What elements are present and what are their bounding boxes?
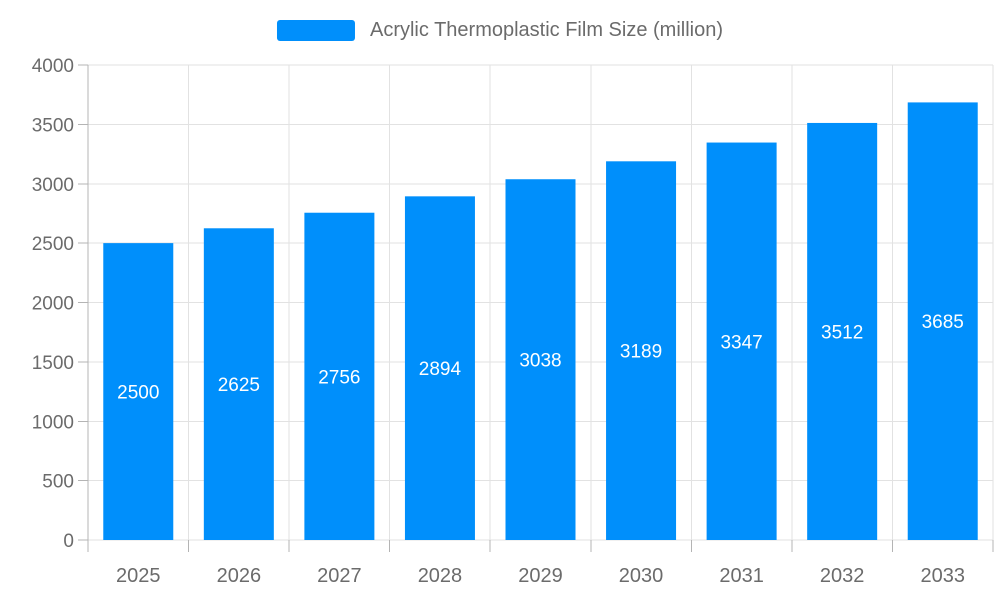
bar-value-label: 3038 [519, 351, 561, 372]
bar-value-label: 2500 [117, 383, 159, 404]
y-axis-tick-label: 3500 [32, 115, 74, 136]
y-axis-tick-label: 1500 [32, 353, 74, 374]
bar-2026[interactable] [203, 228, 274, 540]
x-axis-tick-label: 2033 [920, 565, 965, 587]
legend[interactable]: Acrylic Thermoplastic Film Size (million… [276, 19, 724, 42]
legend-label: Acrylic Thermoplastic Film Size (million… [369, 19, 724, 41]
bar-2028[interactable] [404, 196, 475, 540]
x-axis-tick-label: 2025 [116, 565, 161, 587]
y-axis-tick-label: 4000 [32, 56, 74, 77]
bar-value-label: 3189 [620, 342, 662, 363]
x-axis-tick-label: 2028 [418, 565, 463, 587]
y-axis-tick-label: 2500 [32, 234, 74, 255]
bar-value-label: 2894 [419, 359, 462, 380]
bar-value-label: 3685 [922, 312, 964, 333]
bar-2027[interactable] [304, 212, 375, 540]
bar-2030[interactable] [606, 161, 677, 540]
x-axis-tick-label: 2029 [518, 565, 563, 587]
y-axis-tick-label: 0 [63, 531, 74, 552]
y-axis-tick-label: 1000 [32, 412, 74, 433]
y-axis-tick-label: 2000 [32, 294, 74, 315]
bar-value-label: 3512 [821, 322, 863, 343]
x-axis-tick-label: 2030 [619, 565, 664, 587]
bar-2033[interactable] [907, 102, 978, 540]
bar-value-label: 3347 [720, 332, 762, 353]
x-axis-tick-label: 2027 [317, 565, 362, 587]
bar-2032[interactable] [807, 122, 878, 540]
x-axis-tick-label: 2031 [719, 565, 764, 587]
bar-2031[interactable] [706, 142, 777, 540]
y-axis-tick-label: 3000 [32, 175, 74, 196]
bar-2029[interactable] [505, 179, 576, 541]
legend-swatch [276, 20, 355, 41]
x-axis-tick-label: 2032 [820, 565, 865, 587]
bar-value-label: 2625 [218, 375, 260, 396]
x-axis-tick-label: 2026 [217, 565, 262, 587]
bar-value-label: 2756 [318, 367, 360, 388]
bar-2025[interactable] [103, 243, 174, 540]
y-axis-tick-label: 500 [42, 472, 74, 493]
